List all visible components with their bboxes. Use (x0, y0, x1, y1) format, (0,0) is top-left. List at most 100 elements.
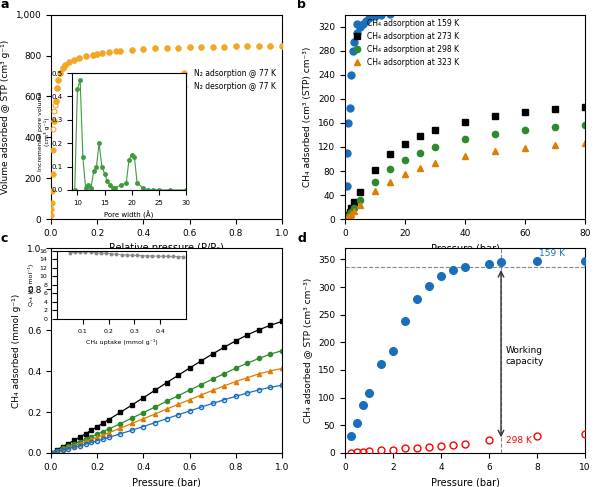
N₂ adsorption @ 77 K (71, 56, 78, 62)
N₂ desorption @ 77 K (128, 47, 136, 53)
298 K (244, 375, 251, 380)
288 K (59, 446, 66, 451)
Text: 298 K: 298 K (506, 436, 532, 445)
288 K (163, 398, 170, 404)
308 K (82, 441, 89, 447)
308 K (59, 447, 66, 453)
CH₄ adsorption at 298 K (521, 127, 529, 132)
CH₄ adsorption at 273 K (347, 206, 355, 211)
N₂ desorption @ 77 K (163, 45, 170, 51)
N₂ adsorption @ 77 K (94, 51, 101, 57)
CH₄ adsorption at 323 K (461, 153, 469, 159)
298 K (53, 448, 61, 454)
Text: 159 K: 159 K (539, 249, 565, 258)
CH₄ adsorption at 159 K (362, 18, 370, 23)
N₂ desorption @ 77 K (55, 77, 62, 83)
308 K (278, 382, 286, 388)
288 K (244, 360, 251, 366)
298 K (100, 432, 107, 438)
N₂ desorption @ 77 K (52, 97, 59, 103)
N₂ desorption @ 77 K (52, 102, 59, 108)
278 K (221, 344, 228, 350)
N₂ adsorption @ 77 K (267, 43, 274, 49)
N₂ adsorption @ 77 K (105, 49, 112, 55)
N₂ desorption @ 77 K (209, 44, 216, 50)
288 K (278, 348, 286, 354)
298 K (221, 383, 228, 389)
308 K (209, 400, 216, 406)
298 K (117, 425, 124, 431)
288 K (221, 371, 228, 376)
CH₄ adsorption at 298 K (344, 213, 352, 219)
N₂ adsorption @ 77 K (278, 43, 286, 49)
N₂ adsorption @ 77 K (48, 206, 55, 212)
278 K (76, 434, 83, 440)
CH₄ adsorption at 159 K (343, 183, 350, 189)
298 K (278, 366, 286, 372)
N₂ adsorption @ 77 K (209, 44, 216, 50)
298 K (163, 406, 170, 412)
N₂ desorption @ 77 K (71, 56, 78, 62)
CH₄ adsorption at 273 K (343, 214, 350, 220)
Line: 298 K: 298 K (49, 366, 284, 455)
CH₄ adsorption at 323 K (581, 140, 589, 146)
308 K (47, 450, 55, 456)
298 K (47, 450, 55, 456)
N₂ adsorption @ 77 K (66, 59, 73, 65)
Legend: CH₄ adsorption at 159 K, CH₄ adsorption at 273 K, CH₄ adsorption at 298 K, CH₄ a: CH₄ adsorption at 159 K, CH₄ adsorption … (349, 19, 460, 67)
288 K (209, 376, 216, 382)
CH₄ adsorption at 273 K (416, 133, 424, 139)
288 K (53, 448, 61, 453)
CH₄ adsorption at 298 K (416, 150, 424, 156)
298 K (232, 378, 239, 384)
Y-axis label: Qₙₖ (kJ mol⁻¹): Qₙₖ (kJ mol⁻¹) (28, 264, 34, 306)
N₂ desorption @ 77 K (50, 126, 57, 132)
N₂ adsorption @ 77 K (175, 45, 182, 51)
CH₄ adsorption at 323 K (401, 171, 409, 177)
N₂ adsorption @ 77 K (82, 54, 89, 59)
278 K (47, 450, 55, 456)
CH₄ adsorption at 159 K (346, 105, 353, 111)
278 K (163, 380, 170, 386)
N₂ desorption @ 77 K (89, 52, 96, 58)
N₂ desorption @ 77 K (244, 43, 251, 49)
N₂ desorption @ 77 K (94, 51, 101, 57)
278 K (232, 338, 239, 344)
278 K (209, 351, 216, 357)
298 K (256, 371, 263, 377)
278 K (186, 365, 193, 371)
N₂ desorption @ 77 K (105, 49, 112, 55)
CH₄ adsorption at 159 K (359, 21, 367, 27)
CH₄ adsorption at 323 K (371, 188, 379, 194)
298 K (59, 446, 66, 452)
Text: Working
capacity: Working capacity (506, 346, 544, 366)
308 K (105, 434, 112, 440)
278 K (100, 420, 107, 426)
288 K (47, 450, 55, 456)
288 K (151, 404, 158, 410)
278 K (140, 395, 147, 401)
308 K (186, 408, 193, 414)
CH₄ adsorption at 323 K (356, 202, 364, 207)
278 K (128, 402, 136, 408)
278 K (244, 332, 251, 338)
N₂ desorption @ 77 K (117, 48, 124, 54)
278 K (65, 441, 72, 447)
Line: CH₄ adsorption at 298 K: CH₄ adsorption at 298 K (343, 122, 588, 222)
CH₄ adsorption at 298 K (401, 157, 409, 163)
298 K (105, 430, 112, 436)
Text: c: c (0, 232, 8, 245)
298 K (88, 436, 95, 442)
Y-axis label: CH₄ adsorbed (cm³ (STP) cm⁻³): CH₄ adsorbed (cm³ (STP) cm⁻³) (304, 47, 313, 187)
288 K (186, 387, 193, 393)
X-axis label: Relative pressure (P/P₀): Relative pressure (P/P₀) (109, 244, 224, 253)
CH₄ adsorption at 323 K (343, 215, 350, 221)
308 K (175, 412, 182, 418)
CH₄ adsorption at 298 K (371, 179, 379, 185)
CH₄ adsorption at 159 K (347, 72, 355, 78)
CH₄ adsorption at 273 K (342, 216, 349, 222)
288 K (100, 429, 107, 434)
288 K (140, 410, 147, 415)
N₂ desorption @ 77 K (56, 70, 64, 76)
N₂ adsorption @ 77 K (112, 48, 119, 54)
